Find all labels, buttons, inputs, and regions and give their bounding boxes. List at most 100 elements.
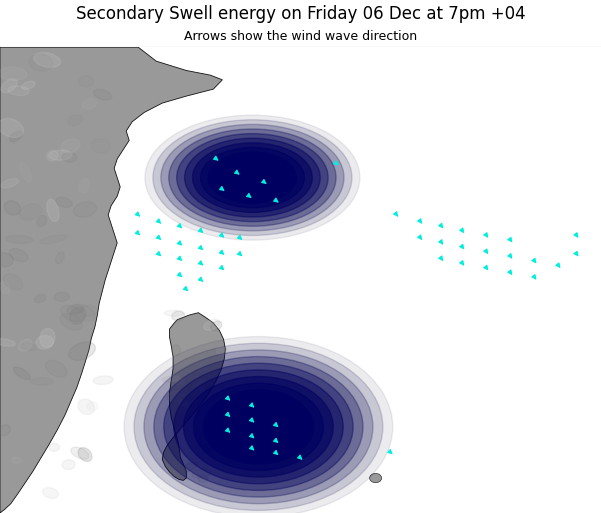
Ellipse shape	[193, 380, 206, 391]
Ellipse shape	[212, 425, 227, 435]
Ellipse shape	[9, 249, 28, 262]
Ellipse shape	[198, 475, 208, 482]
Ellipse shape	[71, 447, 89, 459]
Ellipse shape	[30, 378, 53, 385]
Ellipse shape	[204, 319, 219, 330]
Ellipse shape	[61, 139, 80, 153]
Ellipse shape	[177, 133, 328, 222]
Circle shape	[370, 473, 382, 483]
Ellipse shape	[167, 391, 183, 401]
Ellipse shape	[29, 54, 52, 71]
Ellipse shape	[213, 397, 304, 457]
Ellipse shape	[209, 152, 296, 203]
Ellipse shape	[154, 357, 363, 497]
Ellipse shape	[70, 307, 86, 324]
Ellipse shape	[161, 124, 344, 231]
Ellipse shape	[47, 199, 59, 222]
Ellipse shape	[0, 119, 23, 137]
Ellipse shape	[20, 163, 31, 182]
Ellipse shape	[40, 328, 55, 347]
Ellipse shape	[216, 156, 288, 199]
Ellipse shape	[49, 443, 59, 451]
Ellipse shape	[172, 311, 185, 321]
Ellipse shape	[210, 321, 222, 331]
Ellipse shape	[55, 252, 64, 264]
Ellipse shape	[134, 343, 383, 510]
Ellipse shape	[192, 468, 212, 478]
Ellipse shape	[61, 305, 84, 322]
Ellipse shape	[0, 67, 27, 81]
Ellipse shape	[62, 460, 75, 469]
Ellipse shape	[69, 342, 96, 360]
Ellipse shape	[67, 305, 84, 314]
Ellipse shape	[94, 89, 112, 100]
Ellipse shape	[0, 281, 10, 293]
Ellipse shape	[0, 425, 10, 436]
Ellipse shape	[184, 377, 333, 477]
Ellipse shape	[178, 400, 190, 407]
Ellipse shape	[1, 179, 19, 188]
Ellipse shape	[56, 197, 72, 207]
Ellipse shape	[78, 399, 94, 415]
Ellipse shape	[216, 347, 228, 355]
Ellipse shape	[68, 114, 82, 126]
Ellipse shape	[82, 305, 97, 316]
Ellipse shape	[201, 147, 304, 208]
Ellipse shape	[145, 115, 360, 240]
Ellipse shape	[8, 86, 29, 95]
Ellipse shape	[4, 274, 23, 290]
Ellipse shape	[203, 390, 314, 464]
Ellipse shape	[163, 363, 353, 490]
Ellipse shape	[210, 414, 219, 422]
Ellipse shape	[10, 131, 22, 142]
Ellipse shape	[174, 370, 343, 484]
Ellipse shape	[162, 376, 180, 382]
Ellipse shape	[40, 235, 67, 244]
Ellipse shape	[171, 345, 180, 356]
Ellipse shape	[215, 380, 229, 394]
Ellipse shape	[175, 379, 185, 385]
Ellipse shape	[72, 304, 96, 321]
Ellipse shape	[181, 447, 192, 456]
Ellipse shape	[43, 487, 58, 499]
Ellipse shape	[36, 336, 53, 349]
Ellipse shape	[5, 235, 33, 243]
Ellipse shape	[205, 384, 217, 393]
Ellipse shape	[171, 391, 182, 400]
Ellipse shape	[34, 52, 61, 68]
Ellipse shape	[194, 383, 323, 470]
Ellipse shape	[144, 350, 373, 504]
Ellipse shape	[169, 129, 336, 226]
Polygon shape	[0, 47, 222, 513]
Ellipse shape	[37, 215, 46, 227]
Ellipse shape	[78, 75, 94, 87]
Ellipse shape	[199, 367, 210, 376]
Ellipse shape	[124, 337, 393, 513]
Ellipse shape	[182, 462, 197, 472]
Polygon shape	[162, 313, 225, 480]
Ellipse shape	[22, 343, 37, 350]
Ellipse shape	[11, 457, 22, 463]
Ellipse shape	[0, 339, 15, 346]
Ellipse shape	[49, 150, 72, 160]
Ellipse shape	[79, 179, 90, 193]
Ellipse shape	[192, 143, 313, 212]
Ellipse shape	[165, 310, 184, 316]
Ellipse shape	[46, 361, 67, 377]
Ellipse shape	[19, 204, 41, 220]
Ellipse shape	[34, 294, 46, 303]
Ellipse shape	[18, 339, 32, 351]
Ellipse shape	[73, 202, 97, 217]
Ellipse shape	[60, 313, 82, 330]
Ellipse shape	[82, 99, 97, 109]
Ellipse shape	[0, 253, 13, 267]
Text: Arrows show the wind wave direction: Arrows show the wind wave direction	[184, 30, 417, 43]
Ellipse shape	[179, 403, 191, 415]
Ellipse shape	[93, 376, 113, 385]
Ellipse shape	[87, 402, 98, 410]
Ellipse shape	[1, 78, 17, 93]
Ellipse shape	[13, 367, 31, 380]
Ellipse shape	[91, 139, 111, 153]
Ellipse shape	[195, 455, 210, 465]
Ellipse shape	[78, 448, 92, 461]
